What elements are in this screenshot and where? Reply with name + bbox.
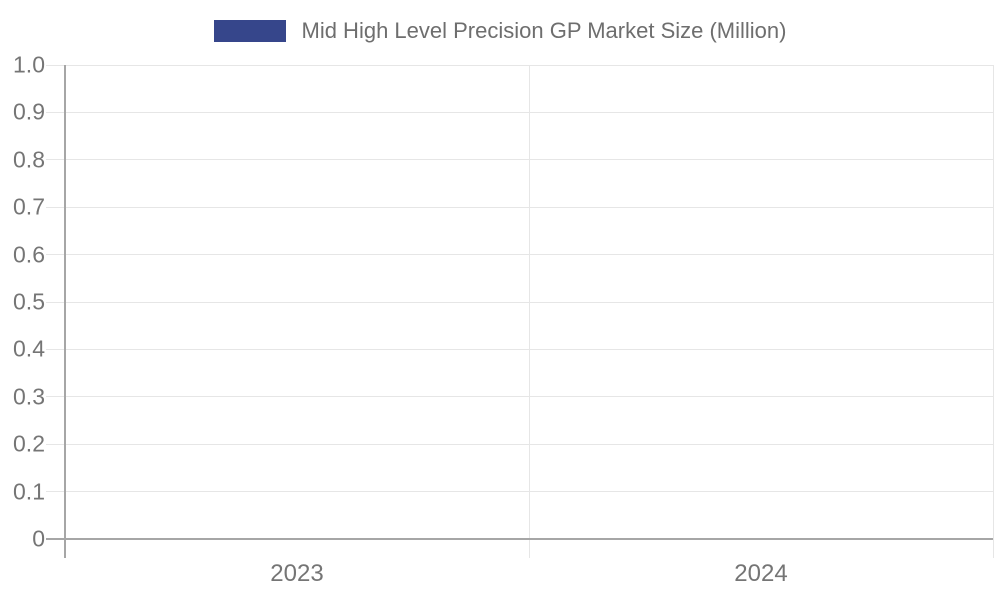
y-axis-tick-label: 0.8	[13, 146, 45, 173]
y-gridline	[46, 111, 993, 113]
plot-right-border	[992, 65, 994, 558]
y-axis-tick-label: 1.0	[13, 51, 45, 78]
y-axis-tick-label: 0.2	[13, 430, 45, 457]
legend-label: Mid High Level Precision GP Market Size …	[301, 18, 787, 43]
y-gridline	[46, 491, 993, 493]
y-gridline	[46, 348, 993, 350]
y-axis-tick-label: 0.7	[13, 193, 45, 220]
y-axis-tick-label: 0.1	[13, 478, 45, 505]
y-gridline	[46, 159, 993, 161]
y-axis-tick-label: 0.4	[13, 335, 45, 362]
x-gridline	[528, 65, 530, 558]
y-gridline	[46, 301, 993, 303]
x-axis-label: 2023	[270, 560, 324, 587]
y-axis-line	[64, 65, 66, 558]
y-axis-tick-label: 0.6	[13, 241, 45, 268]
y-axis-tick-label: 0.5	[13, 288, 45, 315]
x-axis-baseline	[46, 538, 993, 540]
y-gridline	[46, 396, 993, 398]
legend-swatch	[213, 20, 286, 42]
y-gridline	[46, 254, 993, 256]
y-axis-tick-label: 0	[32, 525, 45, 552]
legend-item[interactable]: Mid High Level Precision GP Market Size …	[0, 18, 1000, 44]
y-gridline	[46, 443, 993, 445]
y-axis-tick-label: 0.9	[13, 98, 45, 125]
x-axis-label: 2024	[734, 560, 788, 587]
y-axis-tick-label: 0.3	[13, 383, 45, 410]
y-gridline	[46, 206, 993, 208]
y-gridline	[46, 64, 993, 66]
